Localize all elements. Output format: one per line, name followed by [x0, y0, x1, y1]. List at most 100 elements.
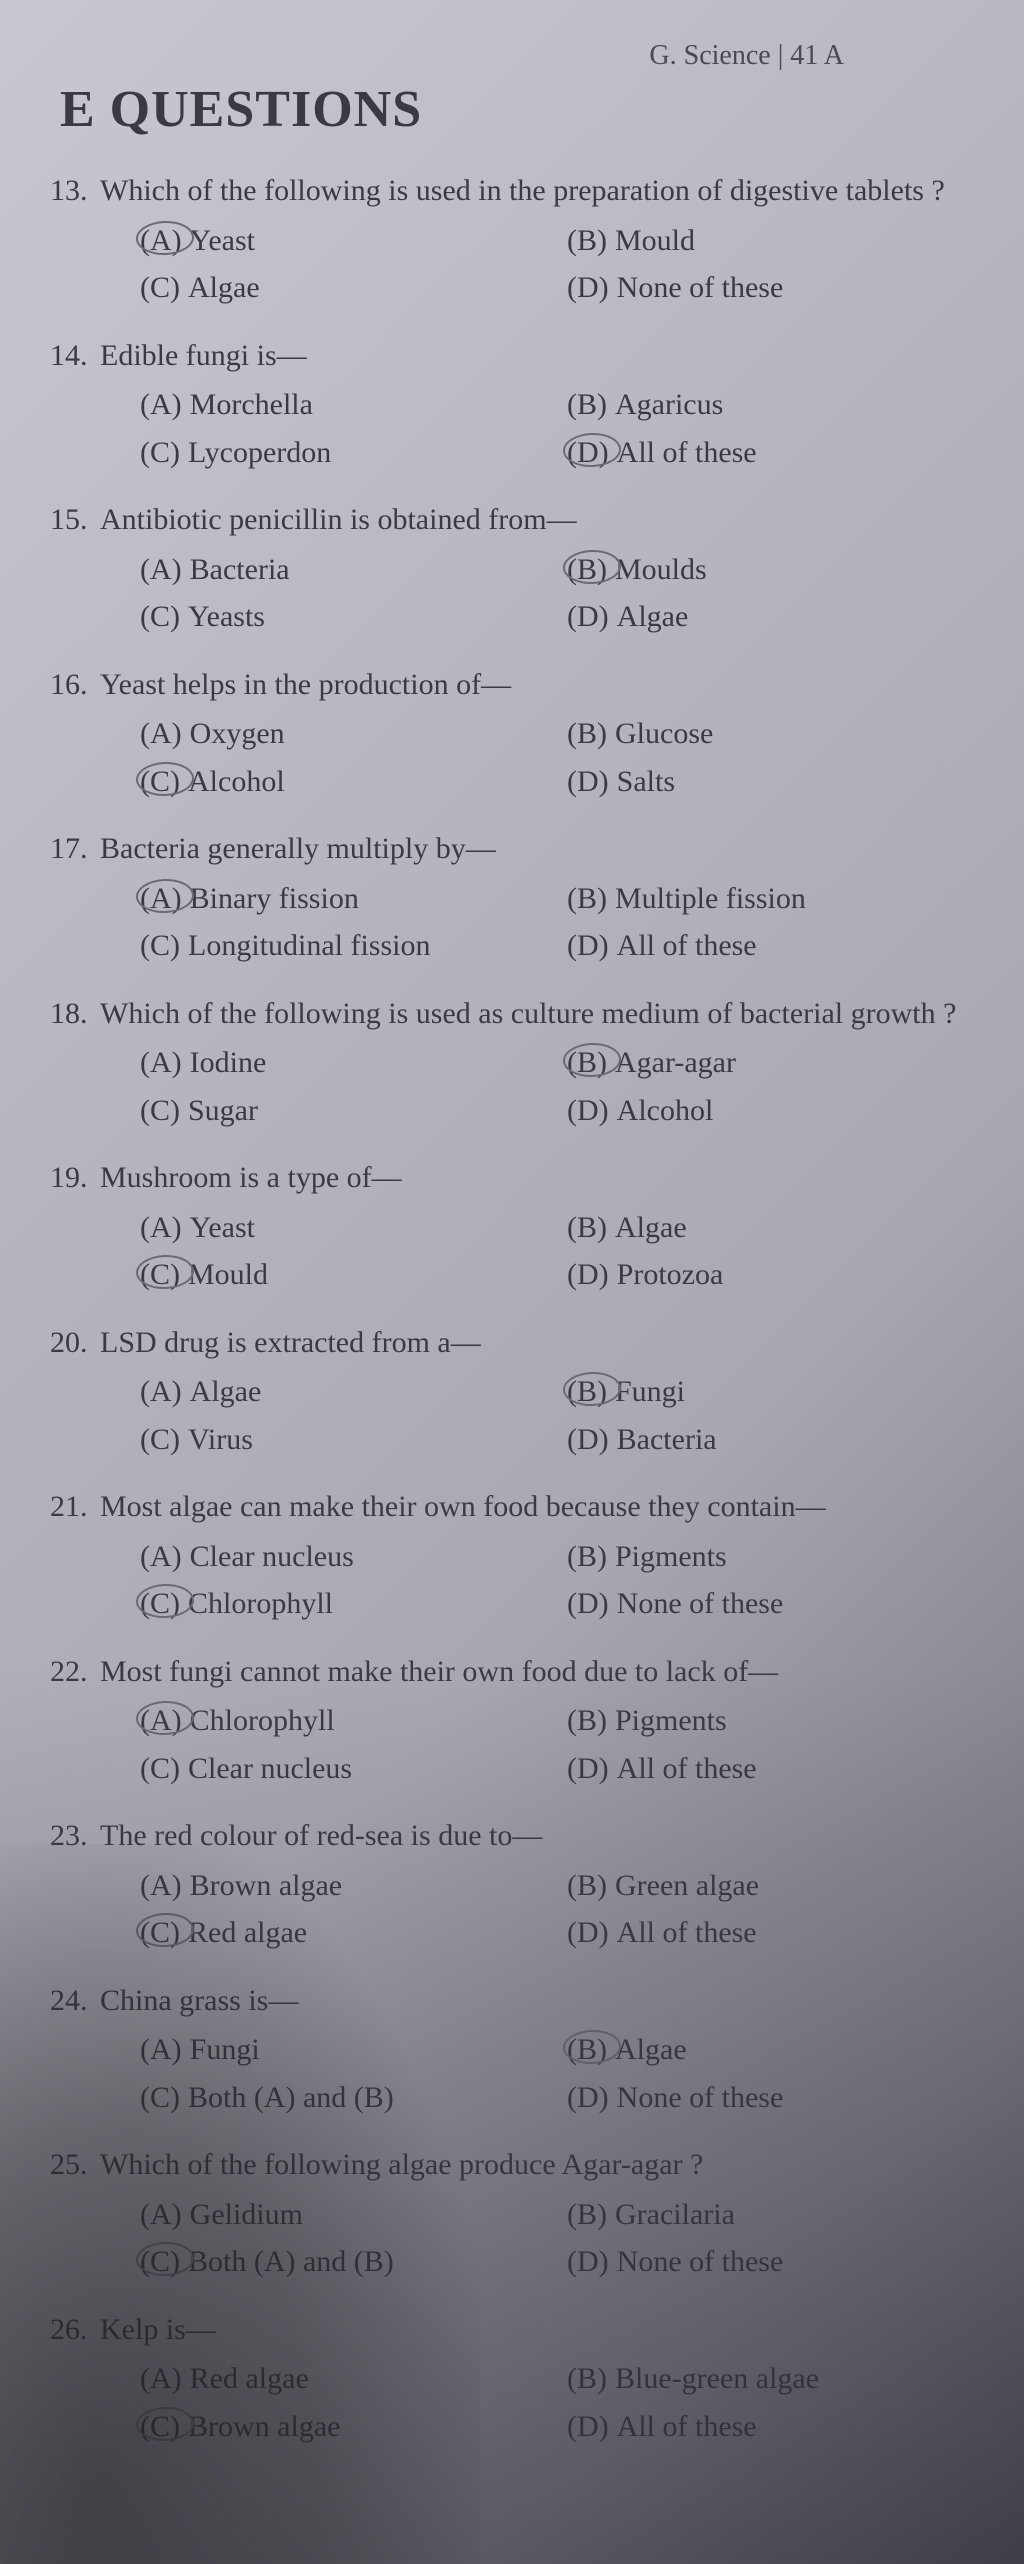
option[interactable]: (C)Yeasts	[140, 595, 537, 639]
option-label: (C)	[140, 1423, 180, 1456]
option[interactable]: (B)Glucose	[567, 712, 964, 756]
options-grid: (A)Brown algae (B)Green algae (C)Red algae…	[100, 1864, 964, 1955]
option-label: (C)	[140, 1258, 180, 1291]
option-text: Mould	[615, 224, 695, 257]
option[interactable]: (A)Brown algae	[140, 1864, 537, 1908]
question-prompt: Most fungi cannot make their own food du…	[100, 1655, 778, 1688]
option[interactable]: (D)None of these	[567, 2240, 964, 2284]
question-number: 22.	[50, 1650, 100, 1694]
option[interactable]: (D)None of these	[567, 266, 964, 310]
option[interactable]: (D)Salts	[567, 760, 964, 804]
option-label: (A)	[140, 224, 182, 257]
option[interactable]: (A)Binary fission	[140, 877, 537, 921]
option[interactable]: (D)Alcohol	[567, 1089, 964, 1133]
options-grid: (A)Chlorophyll (B)Pigments (C)Clear nucleu…	[100, 1699, 964, 1790]
option-label: (A)	[140, 1704, 182, 1737]
option-label: (C)	[140, 1916, 180, 1949]
option-text: Green algae	[615, 1869, 759, 1902]
question-prompt: Edible fungi is—	[100, 339, 307, 372]
option-label: (C)	[140, 2410, 180, 2443]
option-text: Gracilaria	[615, 2198, 735, 2231]
option[interactable]: (C)Red algae	[140, 1911, 537, 1955]
option[interactable]: (B)Fungi	[567, 1370, 964, 1414]
option[interactable]: (B)Moulds	[567, 548, 964, 592]
option[interactable]: (D)All of these	[567, 431, 964, 475]
option[interactable]: (A)Clear nucleus	[140, 1535, 537, 1579]
option[interactable]: (C)Chlorophyll	[140, 1582, 537, 1626]
option[interactable]: (B)Agar-agar	[567, 1041, 964, 1085]
question-text: 25.Which of the following algae produce …	[100, 2143, 964, 2187]
option[interactable]: (A)Bacteria	[140, 548, 537, 592]
option[interactable]: (D)Protozoa	[567, 1253, 964, 1297]
option-label: (C)	[140, 929, 180, 962]
option[interactable]: (D)Algae	[567, 595, 964, 639]
option-text: Lycoperdon	[188, 436, 331, 469]
options-grid: (A)Clear nucleus (B)Pigments (C)Chlorophyl…	[100, 1535, 964, 1626]
question-prompt: Which of the following is used in the pr…	[100, 174, 945, 207]
option-label: (D)	[567, 1752, 609, 1785]
option-text: Alcohol	[188, 765, 285, 798]
option[interactable]: (C)Clear nucleus	[140, 1747, 537, 1791]
option[interactable]: (D)All of these	[567, 924, 964, 968]
option[interactable]: (C)Longitudinal fission	[140, 924, 537, 968]
question-text: 20.LSD drug is extracted from a—	[100, 1321, 964, 1365]
option[interactable]: (A)Morchella	[140, 383, 537, 427]
option[interactable]: (C)Alcohol	[140, 760, 537, 804]
option[interactable]: (D)None of these	[567, 1582, 964, 1626]
option-label: (D)	[567, 271, 609, 304]
option[interactable]: (B)Multiple fission	[567, 877, 964, 921]
option[interactable]: (C)Both (A) and (B)	[140, 2240, 537, 2284]
option[interactable]: (A)Algae	[140, 1370, 537, 1414]
option[interactable]: (B)Gracilaria	[567, 2193, 964, 2237]
option[interactable]: (C)Algae	[140, 266, 537, 310]
options-grid: (A)Bacteria (B)Moulds (C)Yeasts (D)Algae	[100, 548, 964, 639]
option[interactable]: (A)Yeast	[140, 219, 537, 263]
question-prompt: Most algae can make their own food becau…	[100, 1490, 826, 1523]
option[interactable]: (A)Fungi	[140, 2028, 537, 2072]
option[interactable]: (C)Both (A) and (B)	[140, 2076, 537, 2120]
option[interactable]: (B)Pigments	[567, 1535, 964, 1579]
option-text: All of these	[617, 1752, 757, 1785]
question-prompt: Which of the following is used as cultur…	[100, 997, 956, 1030]
option[interactable]: (B)Green algae	[567, 1864, 964, 1908]
question-prompt: Antibiotic penicillin is obtained from—	[100, 503, 577, 536]
option[interactable]: (C)Brown algae	[140, 2405, 537, 2449]
option[interactable]: (B)Mould	[567, 219, 964, 263]
option[interactable]: (A)Chlorophyll	[140, 1699, 537, 1743]
option-text: Pigments	[615, 1540, 727, 1573]
questions-container: 13.Which of the following is used in the…	[60, 169, 964, 2448]
option[interactable]: (B)Pigments	[567, 1699, 964, 1743]
option[interactable]: (A)Oxygen	[140, 712, 537, 756]
option-label: (D)	[567, 1258, 609, 1291]
option-label: (A)	[140, 1211, 182, 1244]
option-label: (B)	[567, 717, 607, 750]
option[interactable]: (D)All of these	[567, 2405, 964, 2449]
option[interactable]: (A)Red algae	[140, 2357, 537, 2401]
option-label: (C)	[140, 600, 180, 633]
option[interactable]: (D)None of these	[567, 2076, 964, 2120]
option[interactable]: (A)Iodine	[140, 1041, 537, 1085]
options-grid: (A)Iodine (B)Agar-agar (C)Sugar (D)Alcohol	[100, 1041, 964, 1132]
option[interactable]: (D)All of these	[567, 1911, 964, 1955]
question-block: 26.Kelp is—(A)Red algae(B)Blue-green alg…	[60, 2308, 964, 2449]
option[interactable]: (B)Blue-green algae	[567, 2357, 964, 2401]
option[interactable]: (B)Algae	[567, 2028, 964, 2072]
option[interactable]: (B)Algae	[567, 1206, 964, 1250]
question-number: 24.	[50, 1979, 100, 2023]
option-text: Gelidium	[190, 2198, 303, 2231]
option[interactable]: (A)Yeast	[140, 1206, 537, 1250]
question-block: 25.Which of the following algae produce …	[60, 2143, 964, 2284]
question-block: 22.Most fungi cannot make their own food…	[60, 1650, 964, 1791]
option-text: None of these	[617, 2081, 784, 2114]
option-label: (C)	[140, 1752, 180, 1785]
option[interactable]: (A)Gelidium	[140, 2193, 537, 2237]
option[interactable]: (D)All of these	[567, 1747, 964, 1791]
option[interactable]: (D)Bacteria	[567, 1418, 964, 1462]
option[interactable]: (C)Mould	[140, 1253, 537, 1297]
option[interactable]: (C)Sugar	[140, 1089, 537, 1133]
option[interactable]: (B)Agaricus	[567, 383, 964, 427]
option[interactable]: (C)Virus	[140, 1418, 537, 1462]
option-text: Virus	[188, 1423, 253, 1456]
option[interactable]: (C)Lycoperdon	[140, 431, 537, 475]
question-prompt: Kelp is—	[100, 2313, 216, 2346]
